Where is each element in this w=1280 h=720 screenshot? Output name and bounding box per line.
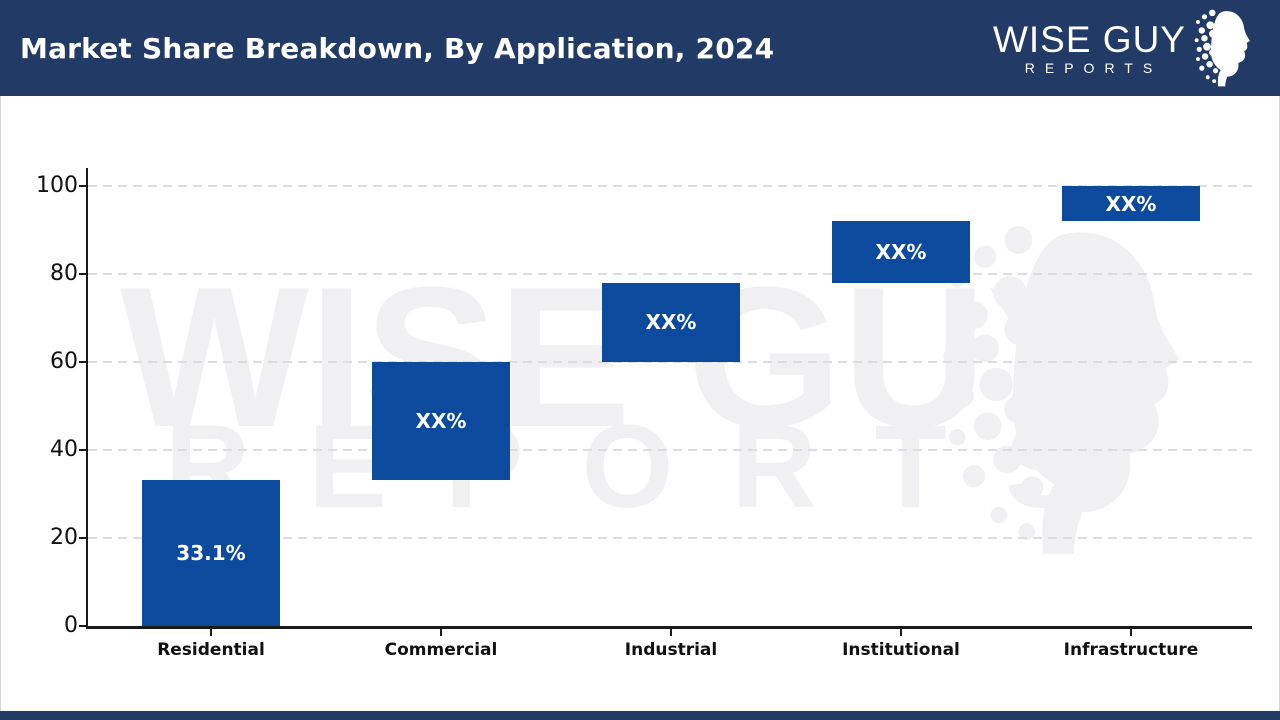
x-tick-label-residential: Residential xyxy=(157,640,265,660)
x-tick-infrastructure xyxy=(1130,629,1132,636)
y-tick-label-20: 20 xyxy=(50,525,78,550)
y-tick-label-80: 80 xyxy=(50,261,78,286)
bar-residential: 33.1% xyxy=(142,480,280,626)
y-tick-label-100: 100 xyxy=(36,173,78,198)
footer-bar xyxy=(0,711,1280,720)
bar-value-label-commercial: XX% xyxy=(415,409,467,434)
bar-value-label-industrial: XX% xyxy=(645,310,697,335)
y-tick-20 xyxy=(79,537,88,539)
x-tick-institutional xyxy=(900,629,902,636)
y-tick-label-60: 60 xyxy=(50,349,78,374)
bar-institutional: XX% xyxy=(832,221,970,283)
x-tick-residential xyxy=(210,629,212,636)
x-tick-industrial xyxy=(670,629,672,636)
watermark-subtitle: REPORTS xyxy=(165,401,1142,533)
logo-text: WISE GUY REPORTS xyxy=(993,21,1186,76)
wiseguy-head-icon xyxy=(1194,9,1250,87)
x-tick-commercial xyxy=(440,629,442,636)
x-tick-label-infrastructure: Infrastructure xyxy=(1063,640,1199,660)
bar-value-label-residential: 33.1% xyxy=(176,541,246,566)
x-tick-label-commercial: Commercial xyxy=(384,640,498,660)
y-tick-label-0: 0 xyxy=(64,613,78,638)
bar-value-label-institutional: XX% xyxy=(875,239,927,264)
logo-subtitle: REPORTS xyxy=(1024,59,1163,76)
x-tick-label-institutional: Institutional xyxy=(842,640,960,660)
y-tick-80 xyxy=(79,273,88,275)
chart-title: Market Share Breakdown, By Application, … xyxy=(20,31,775,65)
gridline-80 xyxy=(88,273,1252,275)
y-tick-100 xyxy=(79,185,88,187)
logo-wordmark: WISE GUY xyxy=(992,18,1186,60)
x-axis-line xyxy=(86,626,1252,629)
bar-commercial: XX% xyxy=(372,362,510,481)
gridline-100 xyxy=(88,185,1252,187)
watermark-head-icon xyxy=(943,226,1180,554)
gridline-60 xyxy=(88,361,1252,363)
wiseguy-logo: WISE GUY REPORTS xyxy=(993,9,1254,87)
y-tick-40 xyxy=(79,449,88,451)
header-bar: Market Share Breakdown, By Application, … xyxy=(0,0,1280,96)
y-tick-label-40: 40 xyxy=(50,437,78,462)
gridline-20 xyxy=(88,537,1252,539)
bar-industrial: XX% xyxy=(602,282,740,362)
gridline-40 xyxy=(88,449,1252,451)
bar-value-label-infrastructure: XX% xyxy=(1105,191,1157,216)
y-tick-60 xyxy=(79,361,88,363)
x-tick-label-industrial: Industrial xyxy=(624,640,718,660)
y-tick-0 xyxy=(79,625,88,627)
y-axis-line xyxy=(86,168,88,628)
bar-infrastructure: XX% xyxy=(1062,186,1200,222)
